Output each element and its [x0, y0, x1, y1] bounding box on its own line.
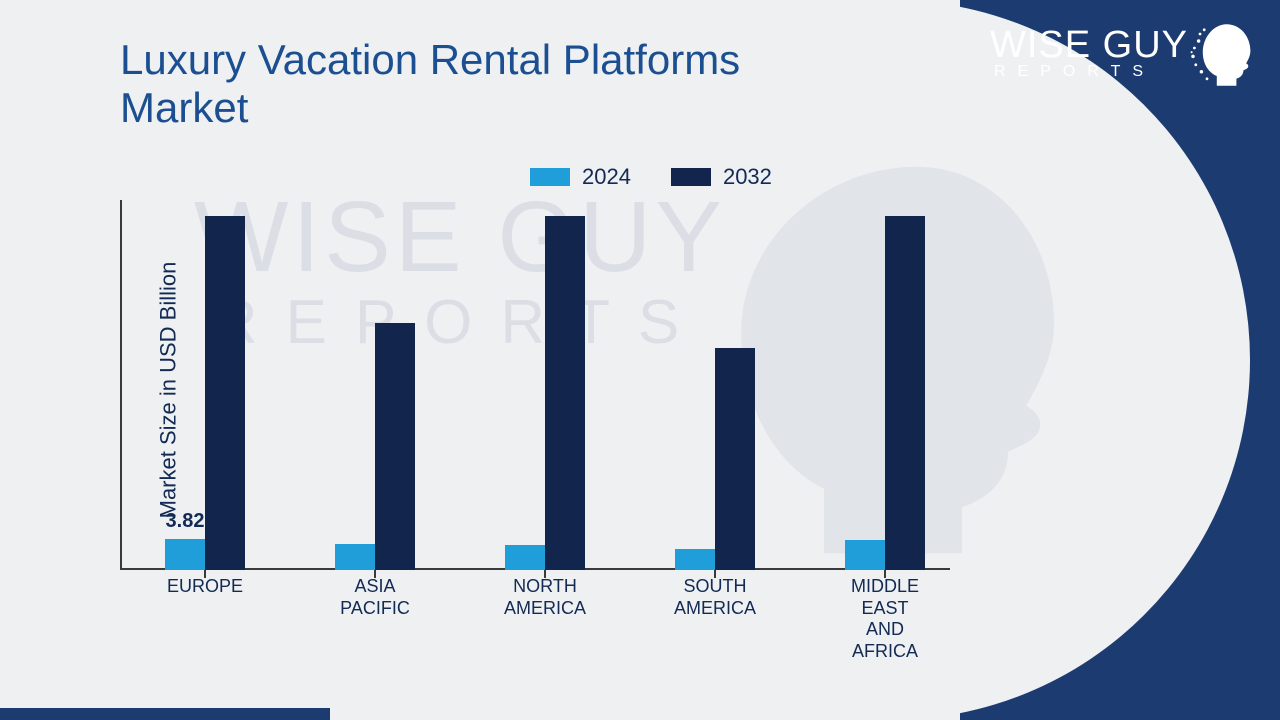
legend-label-2024: 2024	[582, 164, 631, 190]
x-axis-label: SOUTHAMERICA	[645, 576, 785, 619]
bar-2032	[715, 348, 755, 570]
bar-value-label: 3.82	[155, 510, 215, 533]
chart-canvas: WISE GUY REPORTS Luxury Vacation Rental …	[0, 0, 1280, 720]
side-panel	[960, 0, 1280, 720]
bar-group	[505, 216, 585, 570]
legend-label-2032: 2032	[723, 164, 772, 190]
legend-item-2024: 2024	[530, 164, 631, 190]
brand-head-icon	[1186, 20, 1256, 90]
x-axis-label: MIDDLEEASTANDAFRICA	[815, 576, 955, 662]
bar-2024	[165, 539, 205, 570]
bar-2024	[675, 549, 715, 570]
y-axis-line	[120, 200, 122, 570]
legend-swatch-2024	[530, 168, 570, 186]
bar-2024	[845, 540, 885, 570]
chart-title: Luxury Vacation Rental Platforms Market	[120, 36, 820, 133]
brand-logo: WISE GUY REPORTS	[990, 24, 1250, 81]
bar-group	[335, 323, 415, 570]
bar-group	[675, 348, 755, 570]
bottom-accent-bar	[0, 708, 330, 720]
bar-2032	[545, 216, 585, 570]
legend-swatch-2032	[671, 168, 711, 186]
x-axis-label: NORTHAMERICA	[475, 576, 615, 619]
x-axis-label: ASIAPACIFIC	[305, 576, 445, 619]
x-axis-label: EUROPE	[135, 576, 275, 598]
bar-2024	[505, 545, 545, 570]
bar-2032	[375, 323, 415, 570]
chart-plot-area: 3.82	[100, 200, 950, 570]
legend-item-2032: 2032	[671, 164, 772, 190]
bar-2032	[885, 216, 925, 570]
bar-group	[845, 216, 925, 570]
legend: 2024 2032	[530, 164, 772, 190]
bar-2024	[335, 544, 375, 570]
